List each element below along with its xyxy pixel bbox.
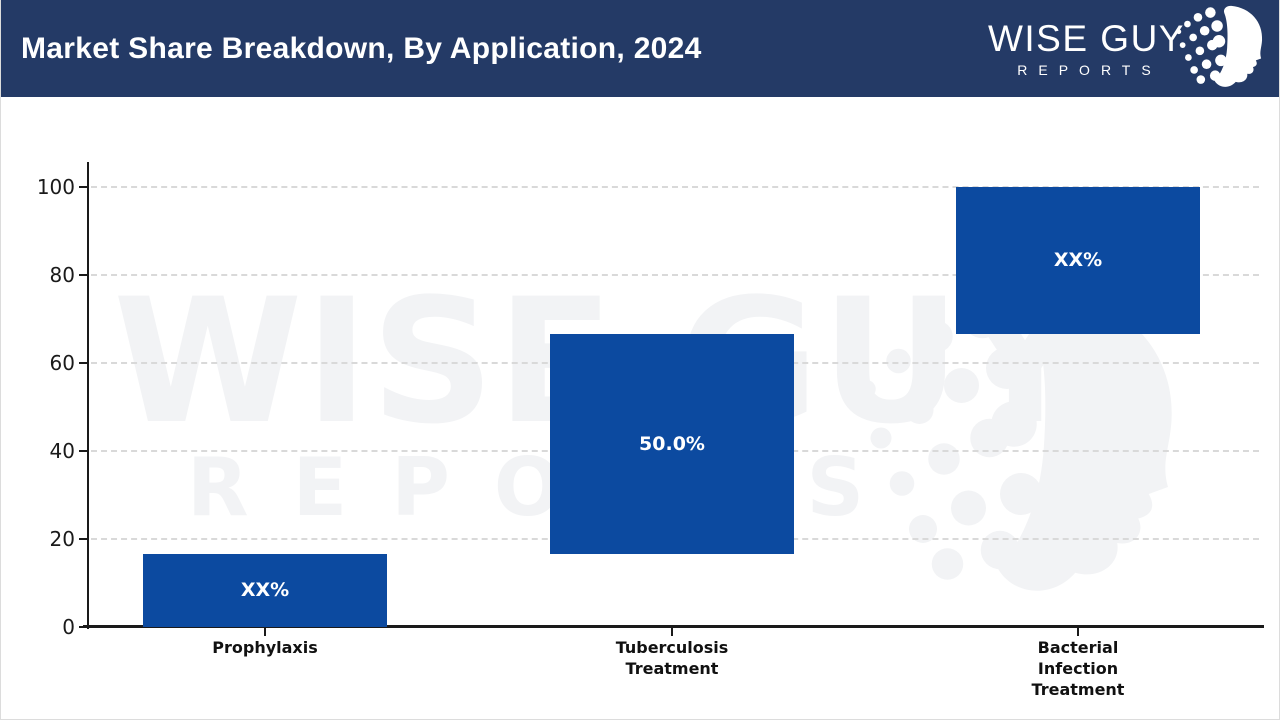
y-tick-mark-100: [79, 186, 87, 188]
bar-value-label: XX%: [240, 579, 290, 602]
y-tick-mark-0: [79, 626, 87, 628]
y-tick-mark-80: [79, 274, 87, 276]
bar-value-label: XX%: [1053, 249, 1103, 272]
y-tick-label-40: 40: [49, 439, 75, 463]
bar-value-label: 50.0%: [639, 432, 705, 455]
gridline-100: [91, 186, 1259, 188]
bar-2: 50.0%: [550, 333, 794, 554]
bar-3: XX%: [956, 187, 1200, 334]
y-tick-label-0: 0: [62, 615, 75, 639]
x-category-label-3: Bacterial Infection Treatment: [1031, 638, 1125, 699]
x-category-label-2: Tuberculosis Treatment: [615, 638, 729, 678]
dotted-head-icon: [1171, 3, 1267, 95]
y-tick-mark-60: [79, 362, 87, 364]
y-tick-label-100: 100: [36, 175, 75, 199]
watermark-head-icon: [839, 210, 1189, 684]
y-axis-line: [87, 162, 89, 629]
logo: WISE GUY REPORTS: [988, 3, 1267, 95]
logo-wordmark: WISE GUY: [987, 17, 1185, 59]
y-tick-mark-40: [79, 450, 87, 452]
y-tick-label-80: 80: [49, 263, 75, 287]
plot-area: 0 20 40 60 80 100 XX% Prophylaxis 50.0% Tuberculo…: [1, 97, 1279, 719]
y-tick-label-60: 60: [49, 351, 75, 375]
x-tick-mark-3: [1077, 628, 1079, 636]
x-axis-line: [83, 625, 1264, 628]
logo-text: WISE GUY REPORTS: [988, 20, 1185, 78]
gridline-80: [91, 274, 1259, 276]
header: Market Share Breakdown, By Application, …: [1, 0, 1279, 97]
logo-tagline: REPORTS: [1017, 61, 1162, 78]
y-tick-label-20: 20: [49, 527, 75, 551]
y-tick-mark-20: [79, 538, 87, 540]
x-tick-mark-2: [671, 628, 673, 636]
x-category-label-1: Prophylaxis: [212, 638, 318, 657]
x-tick-mark-1: [264, 628, 266, 636]
bar-1: XX%: [143, 553, 387, 627]
page-title: Market Share Breakdown, By Application, …: [21, 31, 702, 65]
